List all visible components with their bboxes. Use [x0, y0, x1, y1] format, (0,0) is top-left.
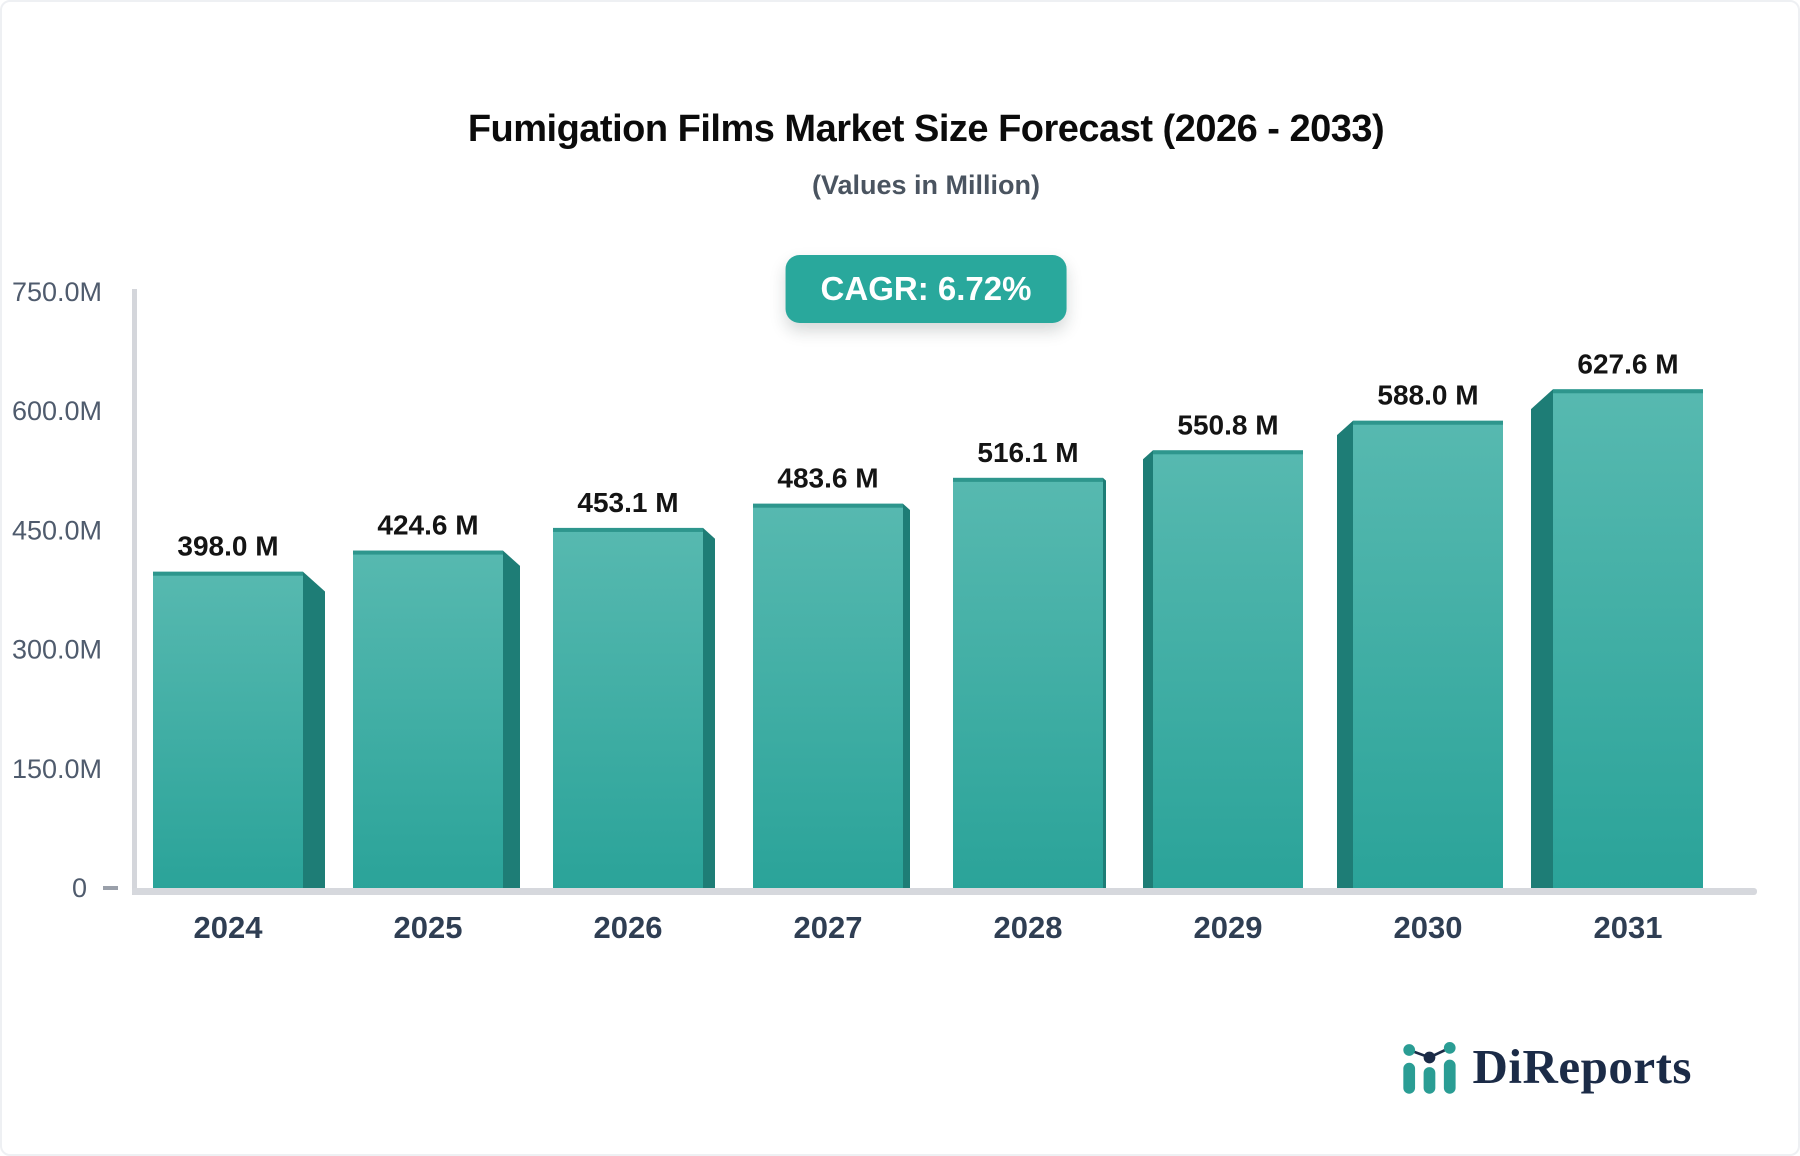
bar-value-label: 483.6 M [777, 463, 878, 494]
logo-bar [1403, 1062, 1416, 1094]
x-tick-label: 2024 [194, 910, 264, 945]
x-tick-label: 2025 [394, 910, 463, 945]
logo-dot [1444, 1042, 1457, 1054]
bar-top-edge [753, 503, 903, 508]
bar-group [753, 503, 910, 891]
x-tick-label: 2030 [1394, 910, 1463, 945]
chart-subtitle: (Values in Million) [811, 170, 1041, 200]
y-tick-label: 0 [72, 873, 87, 903]
bar-face [353, 550, 503, 891]
bar-value-label: 424.6 M [377, 510, 478, 541]
bar-top-edge [1153, 450, 1303, 455]
x-tick-label: 2026 [594, 910, 663, 945]
y-tick-label: 600.0M [12, 396, 102, 426]
zero-tick-mark [103, 886, 118, 890]
bar-top-edge [353, 550, 503, 555]
y-tick-label: 450.0M [12, 515, 102, 545]
x-tick-label: 2028 [994, 910, 1063, 945]
bar-top-edge [1553, 389, 1703, 394]
direports-logo: DiReports [1398, 1036, 1692, 1096]
bar-face [753, 503, 903, 891]
bar-side-face [1531, 389, 1553, 891]
x-axis-line [132, 888, 1757, 895]
bar-group [1531, 389, 1703, 891]
y-tick-label: 150.0M [12, 754, 102, 784]
bar-group [153, 571, 325, 891]
bar-value-label: 627.6 M [1577, 348, 1678, 379]
cagr-badge: CAGR: 6.72% [785, 255, 1067, 323]
bar-value-label: 516.1 M [977, 437, 1078, 468]
bar-top-edge [553, 527, 703, 532]
bar-value-label: 550.8 M [1177, 409, 1278, 440]
bar-value-label: 453.1 M [577, 487, 678, 518]
logo-bar [1424, 1067, 1436, 1094]
bar-side-face [1103, 477, 1106, 891]
bar-value-label: 398.0 M [177, 531, 278, 562]
bar-side-face [903, 503, 910, 891]
bar-face [1353, 420, 1503, 891]
logo-dot [1403, 1044, 1416, 1056]
cagr-label: CAGR: 6.72% [820, 270, 1032, 307]
y-tick-label: 750.0M [12, 277, 102, 307]
logo-bar [1444, 1059, 1457, 1094]
bar-top-edge [953, 477, 1103, 482]
y-tick-label: 300.0M [12, 635, 102, 665]
bar-face [953, 477, 1103, 891]
bar-side-face [1337, 420, 1353, 891]
x-tick-label: 2029 [1194, 910, 1263, 945]
bar-group [1337, 420, 1503, 891]
x-tick-label: 2027 [794, 910, 863, 945]
bar-top-edge [1353, 420, 1503, 425]
bar-face [553, 527, 703, 891]
bar-value-label: 588.0 M [1377, 380, 1478, 411]
bar-group [953, 477, 1106, 891]
bar-side-face [503, 550, 520, 891]
direports-logo-icon [1403, 1042, 1457, 1094]
chart-title: Fumigation Films Market Size Forecast (2… [467, 108, 1385, 150]
bar-group [1143, 450, 1303, 891]
bar-face [1553, 389, 1703, 891]
bar-face [1153, 450, 1303, 891]
bar-side-face [1143, 450, 1153, 891]
direports-logo-text: DiReports [1472, 1038, 1692, 1094]
bar-side-face [703, 527, 715, 891]
bar-group [553, 527, 715, 891]
bar-side-face [303, 571, 325, 891]
bar-group [353, 550, 520, 891]
x-tick-label: 2031 [1594, 910, 1663, 945]
y-axis-line [132, 289, 137, 895]
logo-dot [1424, 1051, 1436, 1064]
bar-face [153, 571, 303, 891]
bar-top-edge [153, 571, 303, 576]
